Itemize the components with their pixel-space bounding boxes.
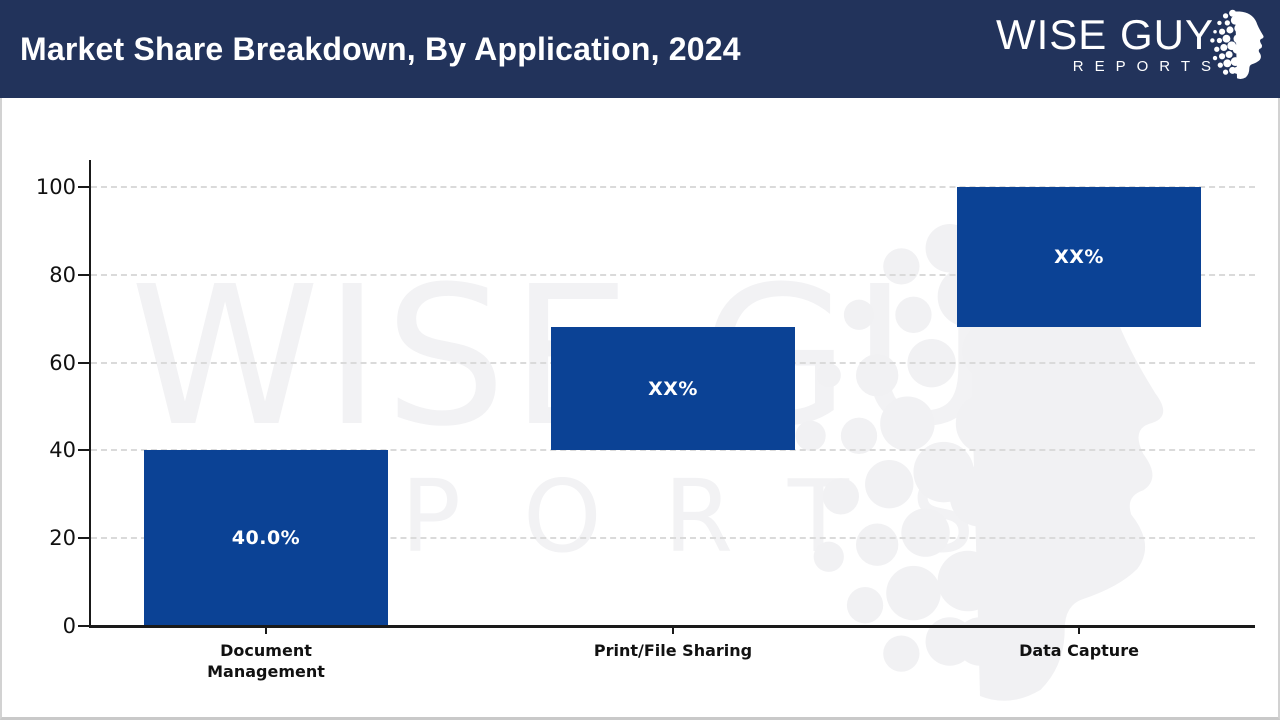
head-silhouette-icon	[1210, 9, 1264, 79]
plot-area: 0 20 40 60 80 100 40.0% XX% XX% Document Managemen…	[2, 98, 1278, 717]
y-tick-label: 40	[49, 438, 76, 463]
logo-brand-name: WISE GUY	[995, 11, 1214, 58]
logo-brand-subtext: REPORTS	[1072, 58, 1222, 75]
chart-title: Market Share Breakdown, By Application, …	[20, 30, 741, 67]
y-gridline	[91, 449, 1255, 452]
y-tick-mark	[78, 361, 89, 364]
y-tick-mark	[78, 449, 89, 452]
x-axis-line	[89, 625, 1255, 628]
x-tick-mark	[265, 628, 267, 634]
x-category-label-line: Print/File Sharing	[593, 641, 753, 660]
x-category-label: Print/File Sharing	[523, 640, 823, 661]
logo-wordmark: WISE GUY REPORTS	[996, 12, 1214, 76]
y-gridline	[91, 273, 1255, 276]
bar-segment: 40.0%	[144, 450, 388, 626]
y-tick-label: 100	[35, 175, 76, 199]
chart-canvas: WISE GUY REPORTS 02040608010040.0%XX%XX%…	[0, 98, 1280, 720]
header-bar: Market Share Breakdown, By Application, …	[0, 0, 1280, 98]
y-gridline	[91, 537, 1255, 540]
y-axis-line	[89, 160, 91, 627]
wiseguy-logo: WISE GUY REPORTS	[996, 6, 1266, 82]
y-tick-label: 0	[62, 614, 76, 638]
bar-segment: XX%	[551, 327, 795, 451]
x-tick-mark	[672, 628, 674, 634]
bar-value-label: 40.0%	[231, 527, 301, 550]
y-tick-mark	[78, 273, 89, 276]
y-tick-mark	[78, 186, 89, 188]
x-category-label: Data Capture	[929, 640, 1229, 661]
bar-value-label: XX%	[1054, 246, 1104, 269]
y-tick-mark	[78, 625, 89, 627]
y-tick-label: 20	[49, 526, 76, 551]
y-tick-mark	[78, 537, 89, 540]
y-gridline	[91, 186, 1255, 188]
x-category-label-line: Management	[207, 662, 325, 681]
y-tick-label: 60	[49, 350, 76, 375]
bar-segment: XX%	[957, 187, 1201, 328]
x-tick-mark	[1078, 628, 1080, 634]
x-category-label: Document Management	[116, 640, 416, 682]
bar-value-label: XX%	[648, 377, 698, 400]
x-category-label-line: Data Capture	[1019, 641, 1139, 660]
y-tick-label: 80	[49, 262, 76, 287]
x-category-label-line: Document	[220, 641, 312, 660]
